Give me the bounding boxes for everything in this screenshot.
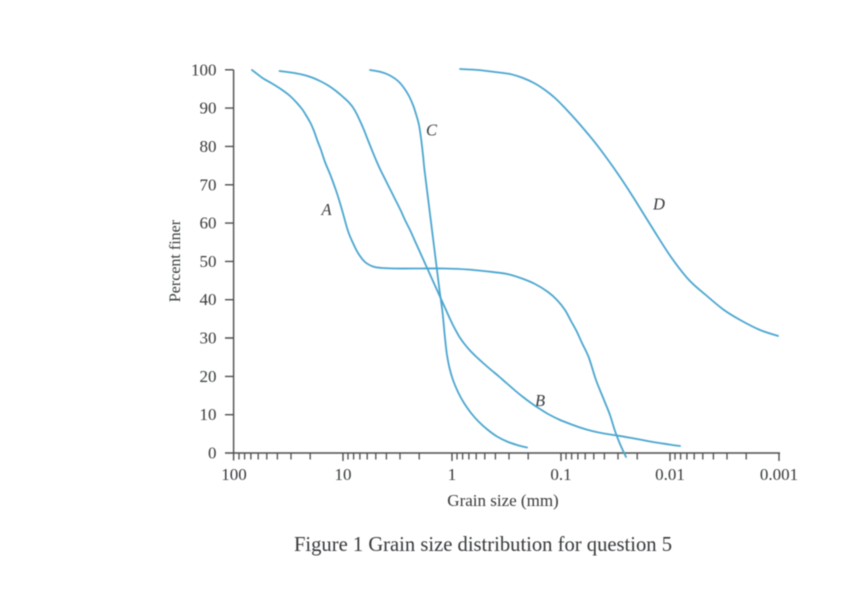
svg-text:Percent finer: Percent finer bbox=[167, 219, 184, 302]
svg-text:D: D bbox=[652, 195, 665, 214]
svg-text:20: 20 bbox=[200, 367, 217, 386]
svg-text:Grain size (mm): Grain size (mm) bbox=[447, 491, 558, 510]
svg-text:40: 40 bbox=[200, 290, 217, 309]
svg-text:100: 100 bbox=[221, 465, 247, 484]
svg-text:10: 10 bbox=[200, 405, 217, 424]
svg-text:60: 60 bbox=[200, 214, 217, 233]
svg-text:80: 80 bbox=[200, 137, 217, 156]
svg-text:0.001: 0.001 bbox=[760, 465, 798, 484]
svg-text:0.01: 0.01 bbox=[655, 465, 685, 484]
svg-text:70: 70 bbox=[200, 175, 217, 194]
svg-text:A: A bbox=[320, 200, 332, 219]
svg-text:90: 90 bbox=[200, 99, 217, 118]
svg-text:Figure 1 Grain size distributi: Figure 1 Grain size distribution for que… bbox=[294, 534, 672, 556]
svg-text:0.1: 0.1 bbox=[550, 465, 571, 484]
svg-text:50: 50 bbox=[200, 252, 217, 271]
svg-text:30: 30 bbox=[200, 329, 217, 348]
svg-text:100: 100 bbox=[191, 60, 217, 79]
svg-text:B: B bbox=[535, 391, 545, 410]
svg-text:0: 0 bbox=[208, 444, 217, 463]
svg-text:10: 10 bbox=[335, 465, 352, 484]
svg-text:1: 1 bbox=[448, 465, 457, 484]
svg-text:C: C bbox=[426, 121, 438, 140]
